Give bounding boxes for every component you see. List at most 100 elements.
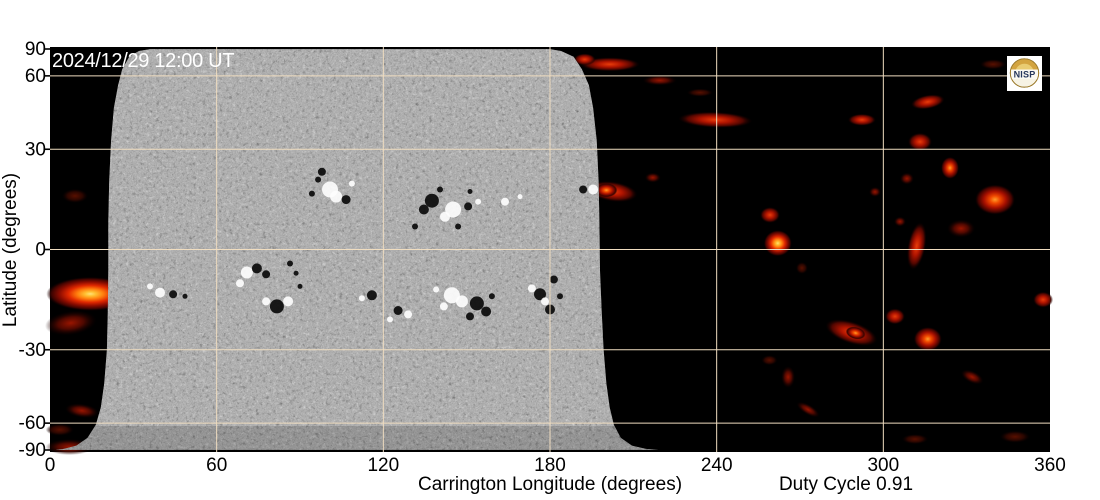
farside-hotspot	[961, 369, 984, 385]
timestamp-label: 2024/12/29 12:00 UT	[52, 50, 234, 72]
active-region-negative	[341, 195, 351, 205]
farside-hotspot	[760, 207, 780, 223]
farside-hotspot	[678, 111, 753, 128]
polar-band	[55, 426, 659, 450]
y-tick-label: -60	[19, 413, 46, 434]
active-region-negative	[488, 293, 495, 300]
farside-hotspot	[894, 216, 906, 227]
active-region-positive	[541, 297, 549, 306]
active-region-positive	[236, 279, 244, 288]
active-region-negative	[412, 223, 418, 230]
active-region-negative	[424, 193, 439, 208]
active-region-negative	[317, 167, 326, 176]
active-region-positive	[588, 184, 599, 195]
active-region-positive	[527, 284, 536, 293]
active-region-negative	[481, 306, 492, 317]
active-region-positive	[517, 194, 523, 200]
farside-hotspot	[885, 308, 905, 325]
active-region-negative	[287, 260, 293, 267]
farside-hotspot	[45, 423, 74, 436]
active-region-negative	[418, 204, 429, 215]
x-tick-label: 360	[1034, 455, 1066, 476]
active-region-negative	[466, 312, 474, 321]
active-region-negative	[455, 223, 462, 230]
active-region-positive	[404, 310, 413, 319]
active-region-positive	[440, 211, 450, 222]
active-region-positive	[475, 198, 482, 205]
farside-hotspot	[644, 172, 661, 183]
active-region-positive	[501, 197, 509, 206]
active-region-positive	[240, 266, 253, 279]
y-tick-label: 30	[25, 139, 46, 160]
farside-hotspot	[573, 53, 596, 66]
active-region-positive	[443, 287, 460, 304]
y-tick-label: 0	[35, 240, 46, 261]
active-region-positive	[358, 295, 365, 302]
active-region-negative	[464, 202, 473, 211]
nisp-logo-outline	[1009, 58, 1040, 88]
farside-hotspot	[761, 355, 778, 366]
active-region-positive	[348, 180, 355, 187]
active-region-positive	[433, 286, 440, 293]
farside-hotspot	[913, 327, 942, 351]
farside-hotspot	[781, 366, 796, 388]
active-region-positive	[155, 287, 165, 298]
active-region-negative	[534, 288, 546, 301]
farside-hotspot	[980, 59, 1007, 70]
x-tick-label: 180	[534, 455, 566, 476]
active-region-negative	[315, 176, 322, 183]
active-region-positive	[330, 190, 343, 203]
farside-hotspot	[795, 262, 808, 274]
nisp-logo-text: NISP	[1014, 69, 1036, 79]
active-region-negative	[293, 270, 299, 276]
active-region-negative	[579, 185, 588, 194]
active-region-negative	[308, 190, 315, 197]
farside-hotspot	[947, 219, 976, 238]
active-region-positive	[283, 296, 294, 307]
farside-hotspot	[763, 230, 792, 257]
farside-hotspot	[845, 326, 866, 340]
nisp-logo: NISP	[1007, 56, 1042, 91]
active-region-positive	[262, 297, 271, 306]
farside-hotspot	[687, 88, 713, 97]
x-tick-label: 60	[206, 455, 227, 476]
active-region-negative	[269, 299, 284, 314]
active-region-negative	[557, 293, 563, 300]
farside-hotspot	[796, 401, 820, 418]
active-region-positive	[387, 316, 393, 323]
farside-hotspot	[1000, 430, 1030, 443]
farside-hotspot	[902, 434, 928, 445]
active-region-negative	[182, 293, 188, 299]
active-region-negative	[467, 189, 473, 194]
active-region-negative	[297, 283, 303, 289]
active-region-negative	[469, 296, 484, 311]
farside-hotspot	[911, 94, 945, 110]
active-region-positive	[455, 295, 468, 308]
farside-hotspot	[847, 113, 876, 126]
farside-hotspot	[869, 186, 881, 197]
active-region-negative	[169, 290, 178, 299]
duty-cycle-label: Duty Cycle 0.91	[779, 474, 913, 495]
farside-hotspot	[906, 222, 927, 270]
farside-hotspot	[595, 183, 618, 198]
y-tick-label: 90	[25, 39, 46, 60]
farside-hotspot	[941, 156, 959, 179]
x-tick-label: 300	[867, 455, 899, 476]
active-region-negative	[366, 290, 377, 301]
active-region-negative	[437, 186, 443, 193]
active-region-positive	[439, 302, 448, 311]
nisp-logo-band	[1011, 69, 1038, 79]
farside-hotspot	[1033, 291, 1054, 308]
x-tick-label: 120	[367, 455, 399, 476]
x-tick-label: 0	[45, 455, 56, 476]
gridlines-layer	[50, 47, 1050, 452]
y-tick-label: -30	[19, 340, 46, 361]
y-tick-label: 60	[25, 66, 46, 87]
farside-hotspot	[65, 403, 99, 419]
active-region-negative	[262, 270, 271, 279]
farside-hotspot	[975, 184, 1015, 215]
active-region-positive	[147, 283, 153, 290]
y-axis-title: Latitude (degrees)	[0, 173, 21, 327]
active-region-negative	[393, 306, 403, 315]
